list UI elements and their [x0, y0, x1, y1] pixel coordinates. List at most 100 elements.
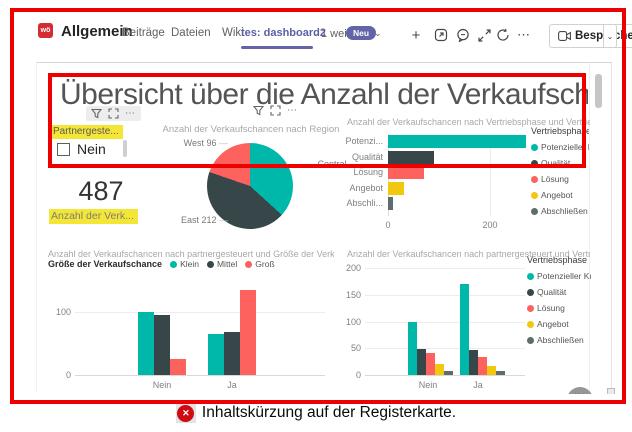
refresh-icon-svg: [497, 28, 509, 41]
vertical-scrollbar[interactable]: [595, 74, 602, 108]
legend-item: Mittel: [206, 259, 237, 269]
team-avatar[interactable]: wö: [38, 23, 53, 38]
pie-label-central: Central: [306, 159, 347, 169]
legend-item-label: Klein: [180, 259, 199, 269]
gridline: [75, 312, 325, 313]
gridline: [365, 268, 525, 269]
channel-title: Allgemein: [61, 23, 133, 40]
chevron-down-icon[interactable]: ⌄: [312, 28, 320, 38]
pie-chart-title: Anzahl der Verkaufschancen nach Region: [162, 124, 340, 135]
bar-Abschließen-Ja[interactable]: [496, 371, 505, 375]
bar-Angebot-Nein[interactable]: [435, 363, 444, 375]
bar-Abschließen-Nein[interactable]: [444, 371, 453, 375]
bar-Lösung-Ja[interactable]: [478, 357, 487, 375]
x-category-label: Nein: [152, 380, 172, 390]
bar-Potenzieller Kunde-Ja[interactable]: [460, 284, 469, 375]
legend-item: Lösung: [527, 303, 591, 313]
slicer-option-label[interactable]: Nein: [77, 141, 106, 157]
meet-button[interactable]: Besprechen: [549, 24, 632, 48]
tab-files[interactable]: Dateien: [171, 27, 211, 39]
y-tick-label: 200: [345, 263, 361, 273]
legend-color-dot: [531, 143, 538, 151]
slicer-scrollbar[interactable]: [123, 140, 127, 157]
x-category-label: Ja: [473, 380, 483, 390]
slicer-checkbox[interactable]: [57, 143, 70, 156]
visual-more-icon[interactable]: ⋯: [125, 108, 136, 119]
legend-color-dot: [245, 260, 253, 268]
error-cross-icon: ✕: [177, 404, 195, 422]
filter-icon[interactable]: [253, 105, 264, 116]
tab-wiki[interactable]: Wiki: [222, 27, 244, 39]
legend-title: Größe der Verkaufschance: [48, 259, 163, 269]
y-category-label: Abschli...: [346, 198, 383, 209]
popout-icon-svg: [434, 28, 448, 42]
legend-item-label: Qualität: [537, 287, 567, 297]
expand-icon-svg: [477, 28, 491, 42]
hbar-chart-title: Anzahl der Verkaufschancen nach Vertrieb…: [347, 117, 590, 127]
legend-item: Potenzieller Kunde: [531, 142, 589, 152]
bar-Potenzi...[interactable]: [388, 135, 526, 148]
add-tab-icon[interactable]: +: [411, 26, 421, 44]
visual-more-icon[interactable]: ⋯: [287, 105, 298, 116]
visual-hover-toolbar: ⋯: [248, 103, 303, 118]
tab-posts[interactable]: Beiträge: [122, 27, 165, 39]
camera-icon: [558, 31, 571, 41]
tab-dashboard-active[interactable]: tes: dashboard2: [241, 27, 326, 39]
bar-Qualität[interactable]: [388, 150, 434, 164]
legend-title: Vertriebsphase: [531, 126, 589, 136]
y-tick-label: 50: [350, 343, 361, 354]
bar-Mittel-Nein[interactable]: [154, 315, 170, 375]
legend-color-dot: [527, 304, 534, 312]
legend-item-label: Lösung: [537, 303, 565, 313]
legend-item: Angebot: [527, 319, 591, 329]
legend-item-label: Qualität: [541, 158, 571, 168]
bar-Klein-Ja[interactable]: [208, 334, 224, 375]
bar-Angebot-Ja[interactable]: [487, 366, 496, 375]
visual-hover-toolbar: ⋯: [86, 106, 141, 121]
kpi-card-value: 487: [78, 176, 124, 206]
expand-icon[interactable]: [475, 26, 493, 44]
hbar-chart-plot: 0 200 Potenzi... Qualität Lösung Angebot Absch…: [345, 134, 591, 232]
bar-Groß-Ja[interactable]: [240, 289, 256, 375]
bar-Qualität-Nein[interactable]: [417, 349, 426, 375]
bar-Angebot[interactable]: [388, 181, 405, 195]
filter-icon[interactable]: [91, 108, 102, 119]
bar-Lösung[interactable]: [388, 166, 424, 180]
bar-Potenzieller Kunde-Nein[interactable]: [408, 321, 417, 375]
legend-color-dot: [531, 159, 538, 167]
x-tick-label: 0: [385, 220, 391, 230]
popout-icon[interactable]: [432, 26, 450, 44]
pie-label-west: West 96: [162, 138, 228, 148]
meet-dropdown-chevron[interactable]: ⌄: [603, 24, 617, 48]
report-more-fab[interactable]: •••: [567, 387, 593, 394]
focus-mode-icon[interactable]: [270, 105, 281, 116]
gridline: [365, 348, 525, 350]
gridline: [365, 375, 525, 376]
bar-Groß-Nein[interactable]: [170, 359, 186, 375]
content-left-border: [36, 62, 37, 392]
focus-mode-icon[interactable]: [108, 108, 119, 119]
bar-Mittel-Ja[interactable]: [224, 332, 240, 375]
resize-handle-icon[interactable]: [607, 388, 615, 394]
legend-item-label: Potenzieller Kunde: [541, 142, 589, 152]
legend-color-dot: [527, 272, 534, 280]
chevron-down-icon[interactable]: ⌄: [374, 28, 382, 38]
legend-item-label: Groß: [255, 259, 275, 269]
bar-Klein-Nein[interactable]: [138, 312, 154, 375]
legend-item-label: Abschließen: [541, 206, 588, 216]
grouped-bar-size-plot: 0 100 Nein Ja: [48, 276, 330, 390]
gridline: [365, 321, 525, 323]
y-tick-label: 0: [355, 370, 361, 380]
chat-icon[interactable]: [454, 26, 472, 44]
legend-item-label: Angebot: [541, 190, 573, 200]
legend-item: Groß: [245, 259, 275, 269]
bar-Lösung-Nein[interactable]: [426, 352, 435, 375]
more-options-icon[interactable]: ⋯: [517, 27, 531, 42]
legend-item: Abschließen: [527, 335, 591, 345]
bar-Qualität-Ja[interactable]: [469, 350, 478, 375]
grouped-bar-phase-legend: Vertriebsphase Potenzieller Kunde Qualität…: [527, 255, 591, 345]
bar-Abschli...[interactable]: [388, 197, 394, 211]
legend-color-dot: [206, 260, 214, 268]
slicer-title-highlighted: Partnergeste...: [51, 125, 123, 139]
refresh-icon[interactable]: [494, 26, 512, 44]
